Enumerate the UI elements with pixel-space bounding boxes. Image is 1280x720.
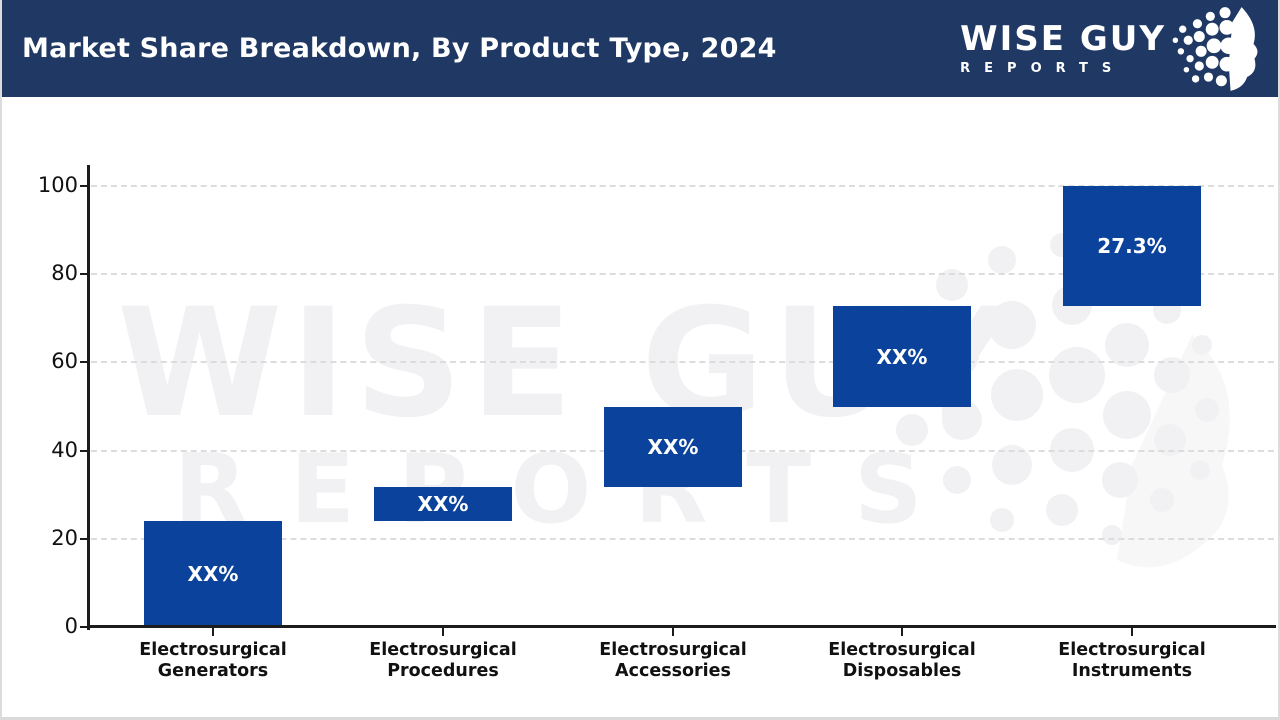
bar-segment: XX% [833, 306, 971, 408]
bar-value-label: XX% [876, 344, 928, 369]
x-tick [672, 628, 674, 636]
logo-reports-label: REPORTS [960, 61, 1126, 76]
y-tick-label-40: 40 [51, 437, 78, 462]
x-category-label: Electrosurgical Generators [139, 640, 287, 682]
logo-wiseguy-label: WISE GUY [960, 19, 1166, 59]
y-tick-label-60: 60 [51, 349, 78, 374]
bar-value-label: XX% [417, 492, 469, 517]
chart-title: Market Share Breakdown, By Product Type,… [22, 33, 777, 64]
y-tick-label-80: 80 [51, 261, 78, 286]
x-category-label: Electrosurgical Disposables [828, 640, 976, 682]
y-tick-20 [80, 537, 87, 540]
bar-value-label: 27.3% [1097, 234, 1167, 259]
chart-area: WISE GUY REPORTS 0 20 40 60 80 100 XX% Electros… [2, 97, 1278, 717]
y-tick-0 [80, 626, 87, 628]
bar-segment: 27.3% [1063, 186, 1201, 307]
x-category-label: Electrosurgical Procedures [369, 640, 517, 682]
x-category-label: Electrosurgical Accessories [599, 640, 747, 682]
y-tick-100 [80, 185, 87, 187]
x-axis-line [87, 625, 1276, 628]
x-tick [1131, 628, 1133, 636]
x-tick [901, 628, 903, 636]
bar-segment: XX% [144, 521, 282, 627]
y-tick-label-20: 20 [51, 525, 78, 550]
bar-value-label: XX% [647, 435, 699, 460]
gridline-60 [91, 361, 1274, 364]
gridline-100 [91, 185, 1274, 187]
bar-segment: XX% [604, 407, 742, 488]
y-tick-80 [80, 273, 87, 276]
x-tick [212, 628, 214, 636]
bar-segment: XX% [374, 487, 512, 522]
watermark-text-reports: REPORTS [174, 435, 966, 545]
header: Market Share Breakdown, By Product Type,… [2, 0, 1278, 97]
y-tick-label-100: 100 [37, 173, 78, 197]
y-tick-40 [80, 449, 87, 452]
logo-head-icon [1172, 6, 1258, 91]
gridline-20 [91, 537, 1274, 540]
gridline-80 [91, 273, 1274, 276]
x-tick [442, 628, 444, 636]
y-tick-60 [80, 361, 87, 364]
y-axis-line [87, 165, 90, 630]
bar-value-label: XX% [187, 562, 239, 587]
logo-text: WISE GUY REPORTS [960, 22, 1166, 75]
x-category-label: Electrosurgical Instruments [1058, 640, 1206, 682]
logo: WISE GUY REPORTS [960, 3, 1260, 95]
y-tick-label-0: 0 [64, 614, 78, 638]
